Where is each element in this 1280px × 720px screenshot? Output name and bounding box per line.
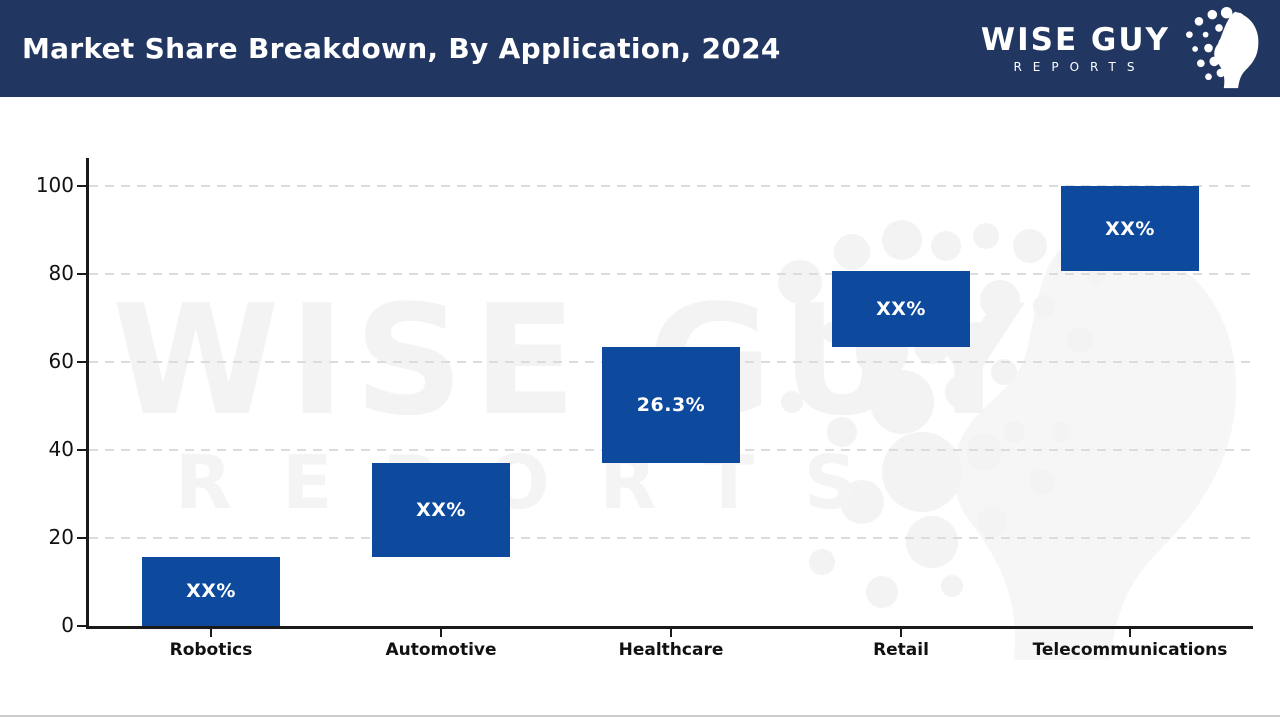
brand-head-icon (1186, 6, 1259, 89)
gridline-y-100 (89, 185, 1253, 187)
bar-value-label: XX% (1105, 217, 1155, 240)
x-tick-label: Retail (873, 640, 929, 660)
bar-value-label: XX% (416, 499, 466, 522)
y-tick-label: 100 (35, 173, 74, 197)
waterfall-bar-healthcare: 26.3% (602, 347, 740, 464)
bar-value-label: XX% (186, 580, 236, 603)
x-tick-mark (900, 629, 902, 637)
brand-logo-text: WISE GUY REPORTS (981, 24, 1170, 74)
waterfall-bar-automotive: XX% (372, 463, 510, 557)
footer-divider (0, 715, 1280, 717)
x-tick-mark (210, 629, 212, 637)
x-tick-label: Robotics (169, 640, 253, 660)
y-tick-mark (77, 185, 86, 187)
y-tick-label: 40 (48, 437, 74, 461)
y-tick-mark (77, 361, 86, 363)
watermark-secondary-text: REPORTS (175, 440, 908, 526)
y-tick-mark (77, 449, 86, 451)
x-axis-line (86, 626, 1253, 629)
brand-logo-secondary: REPORTS (1013, 59, 1146, 74)
y-tick-mark (77, 273, 86, 275)
bar-value-label: 26.3% (636, 394, 706, 417)
waterfall-bar-robotics: XX% (142, 556, 280, 626)
gridline-y-20 (89, 537, 1253, 539)
y-axis-line (86, 158, 89, 629)
y-tick-label: 0 (61, 613, 74, 637)
x-tick-label: Telecommunications (1032, 640, 1228, 660)
gridline-y-80 (89, 273, 1253, 275)
x-tick-label: Automotive (385, 640, 497, 660)
y-tick-mark (77, 537, 86, 539)
bar-value-label: XX% (876, 298, 926, 321)
waterfall-bar-retail: XX% (832, 271, 970, 348)
x-tick-label: Healthcare (618, 640, 724, 660)
header-bar: Market Share Breakdown, By Application, … (0, 0, 1280, 97)
y-tick-label: 60 (48, 349, 74, 373)
y-tick-label: 20 (48, 525, 74, 549)
y-tick-mark (77, 625, 86, 627)
brand-logo: WISE GUY REPORTS (981, 6, 1262, 92)
y-tick-label: 80 (48, 261, 74, 285)
x-tick-mark (1129, 629, 1131, 637)
brand-logo-primary: WISE GUY (980, 22, 1170, 59)
x-tick-mark (670, 629, 672, 637)
x-tick-mark (440, 629, 442, 637)
page-title: Market Share Breakdown, By Application, … (22, 32, 781, 65)
waterfall-bar-telecommunications: XX% (1061, 186, 1199, 272)
